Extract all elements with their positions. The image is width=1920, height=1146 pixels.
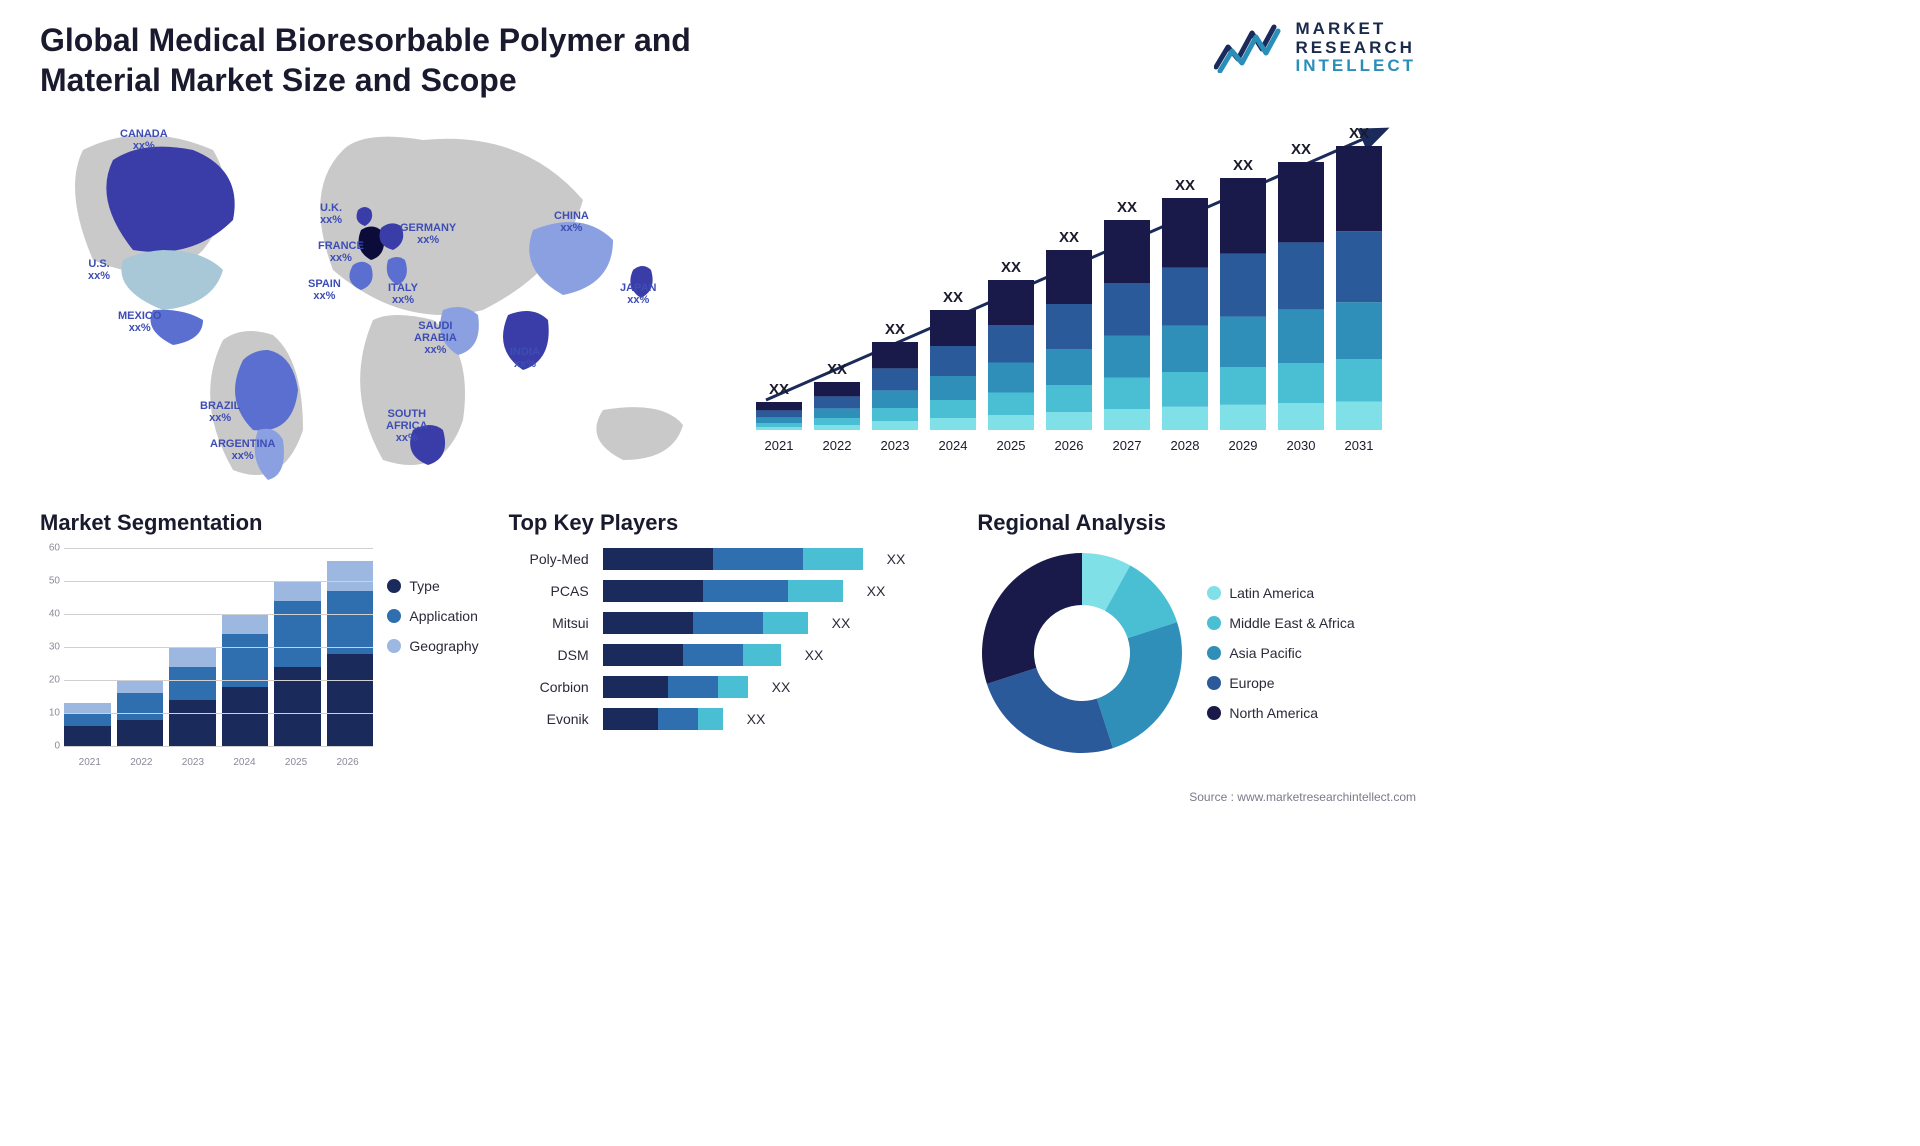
svg-text:2024: 2024 <box>939 438 968 453</box>
svg-text:XX: XX <box>1233 157 1253 174</box>
logo-line1: MARKET <box>1296 20 1417 39</box>
legend-item: Latin America <box>1207 585 1354 601</box>
legend-item: Type <box>387 578 478 594</box>
segmentation-bar <box>274 581 321 746</box>
svg-text:2026: 2026 <box>1055 438 1084 453</box>
regional-legend: Latin America Middle East & Africa Asia Pa… <box>1207 585 1354 721</box>
svg-text:2025: 2025 <box>997 438 1026 453</box>
svg-text:2022: 2022 <box>823 438 852 453</box>
logo-mark-icon <box>1214 23 1284 73</box>
brand-logo: MARKET RESEARCH INTELLECT <box>1214 20 1417 76</box>
svg-text:XX: XX <box>1349 125 1369 142</box>
segmentation-bar <box>169 647 216 746</box>
segmentation-bar <box>64 703 111 746</box>
map-label: U.K.xx% <box>320 202 342 226</box>
growth-chart: XX 2021 XX 2022 XX 2023 XX 2024 XX 2025 XX 2026 XX 20… <box>736 110 1416 490</box>
segmentation-panel: Market Segmentation 20212022202320242025… <box>40 510 479 790</box>
svg-text:XX: XX <box>827 361 847 378</box>
legend-item: Europe <box>1207 675 1354 691</box>
legend-item: North America <box>1207 705 1354 721</box>
regional-panel: Regional Analysis Latin America Middle Ea… <box>977 510 1416 790</box>
source-attribution: Source : www.marketresearchintellect.com <box>1189 790 1416 804</box>
legend-item: Application <box>387 608 478 624</box>
world-map-panel: CANADAxx% U.S.xx% MEXICOxx% BRAZILxx% ARGENT… <box>40 110 706 490</box>
segmentation-legend: Type Application Geography <box>387 548 478 768</box>
map-label: MEXICOxx% <box>118 310 161 334</box>
svg-text:2023: 2023 <box>881 438 910 453</box>
map-label: INDIAxx% <box>510 346 540 370</box>
segmentation-bar <box>327 561 374 746</box>
page-title: Global Medical Bioresorbable Polymer and… <box>40 20 820 100</box>
map-label: SAUDIARABIAxx% <box>414 320 457 356</box>
svg-text:2027: 2027 <box>1113 438 1142 453</box>
map-label: JAPANxx% <box>620 282 656 306</box>
world-map-icon <box>40 110 706 490</box>
svg-text:XX: XX <box>1175 177 1195 194</box>
svg-text:XX: XX <box>943 289 963 306</box>
player-row: EvonikXX <box>509 708 948 730</box>
player-row: MitsuiXX <box>509 612 948 634</box>
players-panel: Top Key Players Poly-MedXX PCASXX MitsuiXX… <box>509 510 948 790</box>
svg-text:2021: 2021 <box>765 438 794 453</box>
svg-text:XX: XX <box>885 321 905 338</box>
svg-text:2028: 2028 <box>1171 438 1200 453</box>
svg-text:XX: XX <box>1001 259 1021 276</box>
map-label: FRANCExx% <box>318 240 364 264</box>
map-label: CANADAxx% <box>120 128 168 152</box>
logo-line3: INTELLECT <box>1296 57 1417 76</box>
legend-item: Middle East & Africa <box>1207 615 1354 631</box>
svg-text:2031: 2031 <box>1345 438 1374 453</box>
map-label: ITALYxx% <box>388 282 418 306</box>
players-chart: Poly-MedXX PCASXX MitsuiXX DSMXX CorbionXX Ev… <box>509 548 948 730</box>
map-label: SOUTHAFRICAxx% <box>386 408 428 444</box>
segmentation-chart: 202120222023202420252026 0102030405060 <box>64 548 373 768</box>
map-label: U.S.xx% <box>88 258 110 282</box>
svg-text:XX: XX <box>769 381 789 398</box>
player-row: CorbionXX <box>509 676 948 698</box>
map-label: ARGENTINAxx% <box>210 438 275 462</box>
player-row: Poly-MedXX <box>509 548 948 570</box>
regional-donut-chart <box>977 548 1187 758</box>
legend-item: Geography <box>387 638 478 654</box>
regional-title: Regional Analysis <box>977 510 1416 536</box>
map-label: SPAINxx% <box>308 278 341 302</box>
legend-item: Asia Pacific <box>1207 645 1354 661</box>
players-title: Top Key Players <box>509 510 948 536</box>
map-label: BRAZILxx% <box>200 400 240 424</box>
logo-line2: RESEARCH <box>1296 39 1417 58</box>
svg-text:2030: 2030 <box>1287 438 1316 453</box>
player-row: DSMXX <box>509 644 948 666</box>
player-row: PCASXX <box>509 580 948 602</box>
svg-text:XX: XX <box>1291 141 1311 158</box>
segmentation-title: Market Segmentation <box>40 510 479 536</box>
svg-text:2029: 2029 <box>1229 438 1258 453</box>
map-label: GERMANYxx% <box>400 222 456 246</box>
svg-text:XX: XX <box>1059 229 1079 246</box>
map-label: CHINAxx% <box>554 210 589 234</box>
svg-text:XX: XX <box>1117 199 1137 216</box>
